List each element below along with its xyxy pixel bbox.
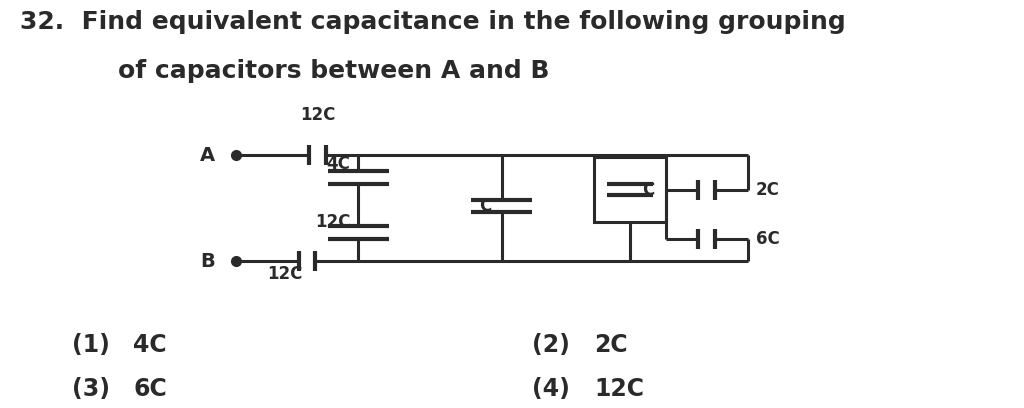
Text: A: A (200, 146, 215, 164)
Text: 6C: 6C (756, 230, 779, 248)
Text: (2): (2) (532, 333, 570, 357)
Text: of capacitors between A and B: of capacitors between A and B (118, 59, 549, 83)
Text: (4): (4) (532, 377, 570, 401)
Text: (3): (3) (72, 377, 110, 401)
Text: (1): (1) (72, 333, 110, 357)
Text: 12C: 12C (266, 265, 302, 283)
Text: 32.  Find equivalent capacitance in the following grouping: 32. Find equivalent capacitance in the f… (20, 10, 846, 34)
Text: 12C: 12C (594, 377, 644, 401)
Text: 12C: 12C (314, 213, 350, 231)
Text: C: C (479, 197, 492, 215)
Text: 4C: 4C (327, 155, 350, 173)
Text: B: B (201, 252, 215, 271)
Text: 4C: 4C (133, 333, 167, 357)
Text: 2C: 2C (594, 333, 628, 357)
Text: 12C: 12C (300, 106, 335, 124)
Text: 6C: 6C (133, 377, 167, 401)
Bar (594, 157, 666, 222)
Text: 2C: 2C (756, 181, 779, 199)
Text: C: C (642, 181, 654, 199)
